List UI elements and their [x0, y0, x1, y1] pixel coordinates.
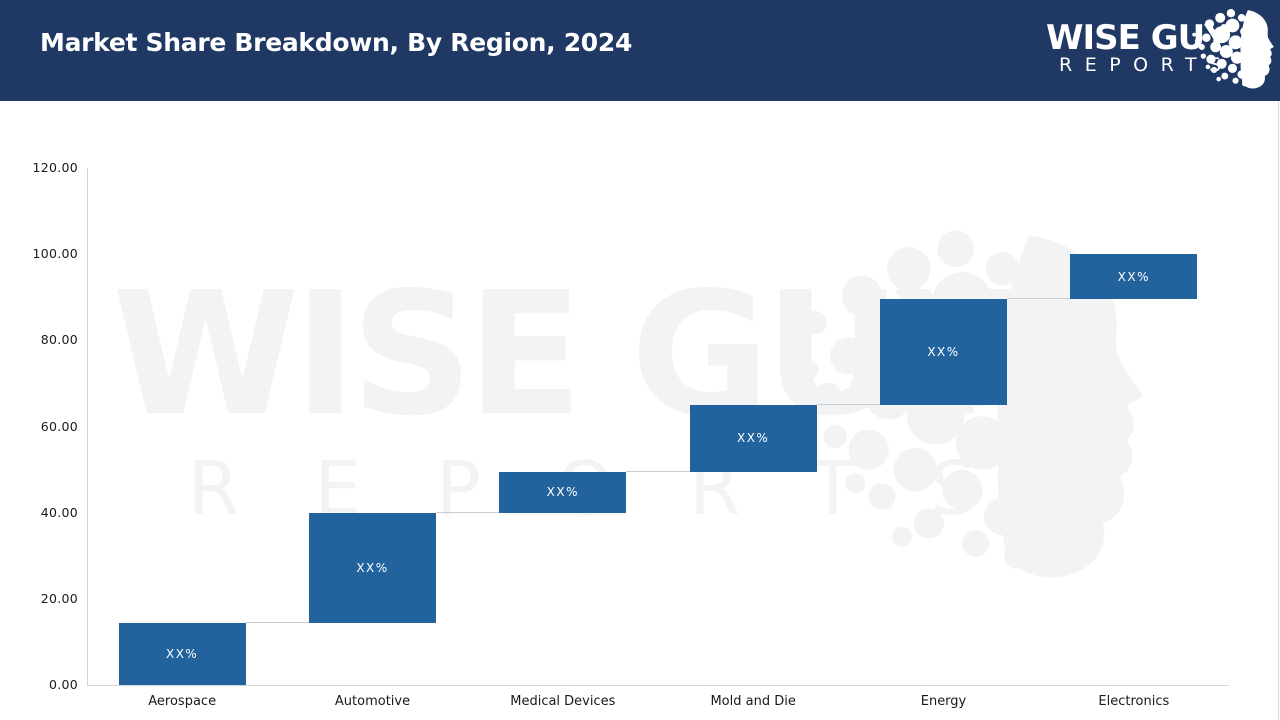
logo-subtitle: REPORTS — [1059, 54, 1234, 76]
y-axis-tick-label: 20.00 — [40, 590, 78, 606]
connector-line — [626, 470, 690, 472]
x-axis-category-label: Automotive — [334, 694, 411, 709]
bar-value-label: XX% — [356, 560, 389, 575]
y-axis-tick-label: 0.00 — [48, 677, 78, 692]
y-axis-tick-label: 120.00 — [32, 160, 78, 175]
x-axis-category-label: Energy — [920, 694, 967, 709]
page-title: Market Share Breakdown, By Region, 2024 — [40, 28, 633, 57]
connector-line — [436, 511, 500, 513]
y-axis-tick-label: 80.00 — [40, 332, 78, 348]
connector-line — [245, 621, 309, 623]
waterfall-bar-mold-and-die[interactable]: XX% — [689, 404, 817, 472]
y-axis-tick-label: 40.00 — [40, 504, 78, 520]
bar-value-label: XX% — [1117, 269, 1150, 284]
bar-value-label: XX% — [927, 345, 960, 360]
x-axis-category-label: Aerospace — [148, 694, 217, 709]
waterfall-bar-automotive[interactable]: XX% — [309, 512, 436, 623]
y-axis-line — [87, 168, 88, 685]
waterfall-bar-aerospace[interactable]: XX% — [118, 622, 246, 685]
connector-line — [1007, 298, 1071, 300]
x-axis-line — [87, 685, 1229, 686]
chart-right-border — [1278, 101, 1279, 720]
waterfall-bar-energy[interactable]: XX% — [880, 299, 1007, 405]
wise-guy-face-icon — [1192, 8, 1274, 89]
header-bar: Market Share Breakdown, By Region, 2024 … — [0, 0, 1280, 101]
y-axis-tick-label: 60.00 — [40, 418, 78, 434]
bar-value-label: XX% — [736, 431, 770, 446]
x-axis-category-label: Mold and Die — [710, 694, 796, 709]
y-axis-tick-label: 100.00 — [32, 246, 78, 262]
bar-value-label: XX% — [546, 485, 579, 500]
bar-value-label: XX% — [165, 646, 199, 661]
waterfall-bar-medical-devices[interactable]: XX% — [499, 471, 627, 513]
connector-line — [816, 403, 880, 405]
waterfall-bar-electronics[interactable]: XX% — [1070, 254, 1198, 300]
x-axis-category-label: Medical Devices — [510, 694, 616, 709]
logo-wordmark: WISE GUY — [1046, 18, 1229, 58]
x-axis-category-label: Electronics — [1098, 694, 1170, 709]
